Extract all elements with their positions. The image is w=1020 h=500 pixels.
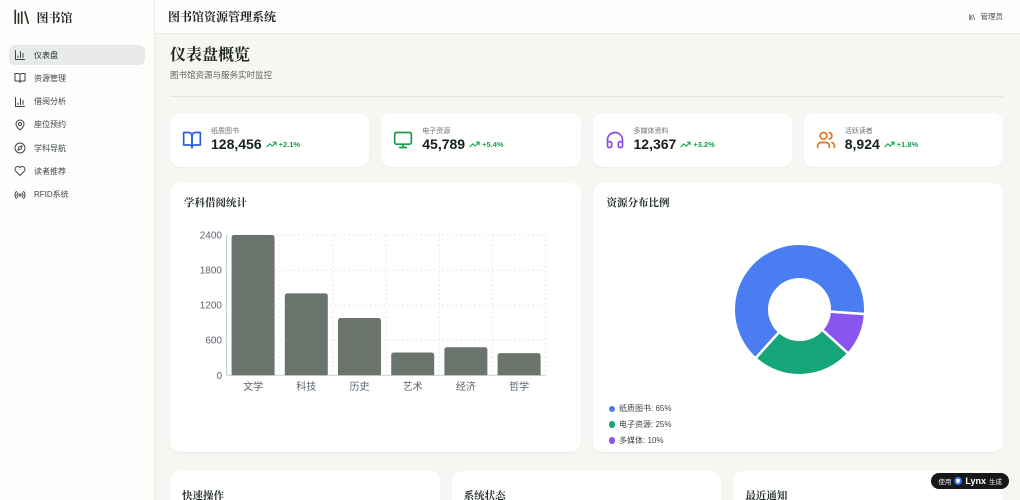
svg-text:1800: 1800 [200, 265, 223, 276]
svg-text:哲学: 哲学 [509, 380, 529, 393]
svg-text:科技: 科技 [296, 380, 316, 393]
svg-text:1200: 1200 [200, 300, 223, 311]
svg-text:0: 0 [216, 370, 222, 381]
svg-text:2400: 2400 [200, 230, 223, 241]
svg-text:600: 600 [205, 335, 222, 346]
svg-text:经济: 经济 [456, 380, 476, 393]
svg-text:艺术: 艺术 [403, 381, 423, 393]
svg-text:文学: 文学 [243, 380, 263, 393]
svg-text:历史: 历史 [350, 381, 370, 393]
